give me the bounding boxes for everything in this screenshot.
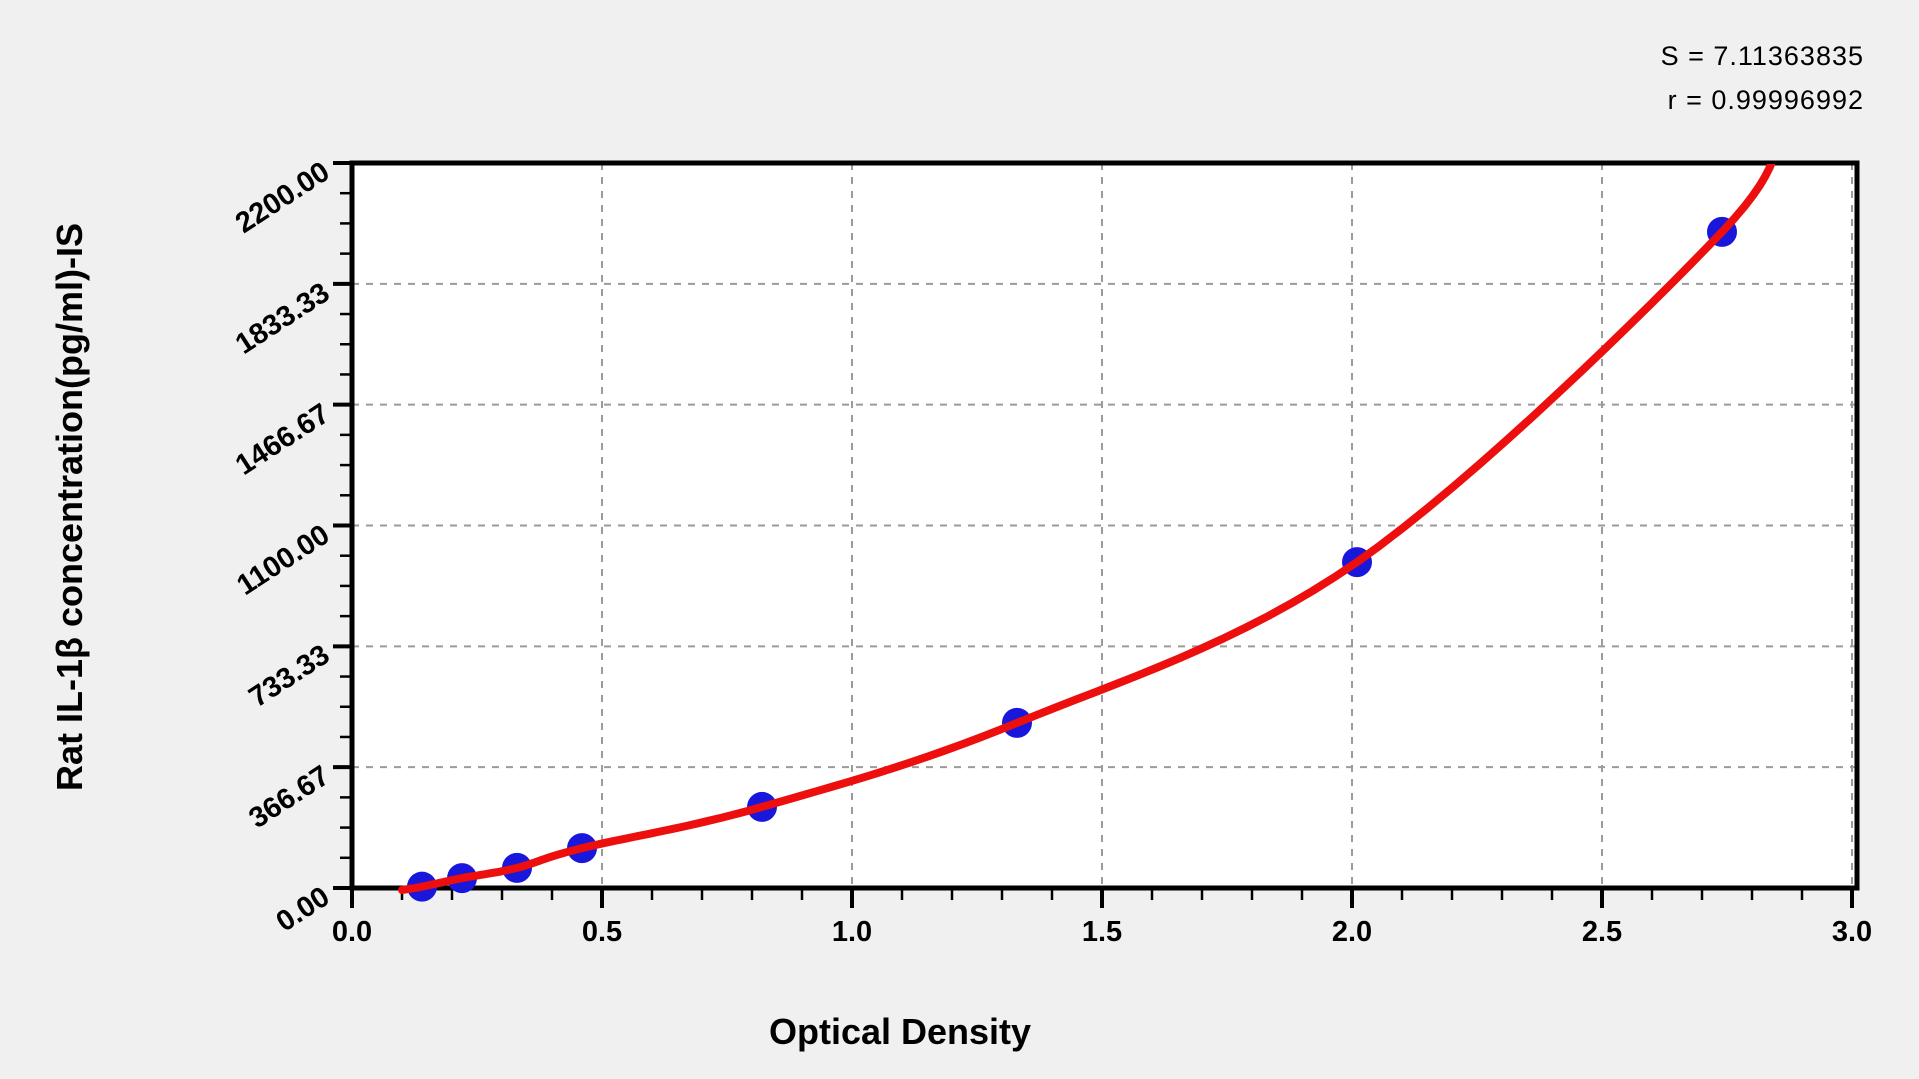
fit-statistics: S = 7.11363835 r = 0.99996992	[1661, 34, 1864, 122]
y-axis-title: Rat IL-1β concentration(pg/ml)-IS	[49, 223, 90, 791]
x-tick-label: 0.5	[581, 916, 623, 948]
x-axis-title: Optical Density	[768, 1011, 1032, 1052]
x-tick-label: 2.5	[1581, 916, 1623, 948]
stat-r-value: r = 0.99996992	[1667, 85, 1864, 115]
fit-curve	[398, 164, 1776, 894]
x-tick-label: 0.0	[331, 916, 373, 948]
x-tick-label: 2.0	[1331, 916, 1373, 948]
stat-s-value: S = 7.11363835	[1660, 41, 1864, 71]
plot-frame	[349, 160, 1860, 891]
x-tick-label: 1.0	[831, 916, 873, 948]
x-tick-label: 3.0	[1831, 916, 1873, 948]
x-tick-label: 1.5	[1081, 916, 1123, 948]
